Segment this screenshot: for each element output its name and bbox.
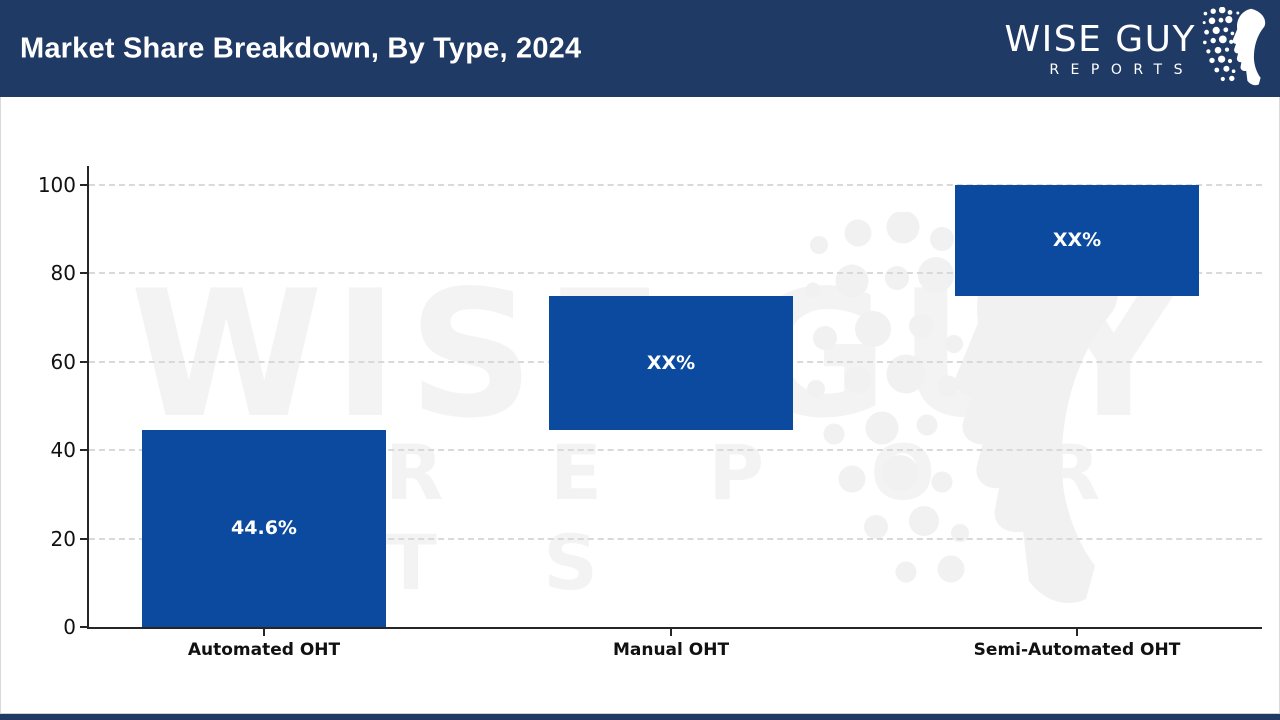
header-bar: Market Share Breakdown, By Type, 2024 WI… [0,0,1280,97]
brand-subtitle: REPORTS [1049,61,1194,78]
y-tick-label-40: 40 [50,438,76,463]
y-tick-label-20: 20 [50,526,76,551]
bar-3: XX% [955,185,1199,296]
x-tick-label-3: Semi-Automated OHT [973,640,1181,660]
x-tick-label-1: Automated OHT [187,640,341,660]
y-tick-40 [80,449,87,452]
y-tick-label-0: 0 [63,615,76,639]
brand-logo-text: WISE GUY REPORTS [1004,18,1197,78]
y-tick-label-60: 60 [50,349,76,374]
x-axis [87,627,1262,629]
x-tick-3 [1076,629,1078,636]
x-tick-1 [263,629,265,636]
bar-value-label: 44.6% [231,517,297,540]
bar-1: 44.6% [142,429,386,627]
x-tick-label-2: Manual OHT [612,640,730,660]
bar-2: XX% [549,295,793,430]
y-tick-label-100: 100 [37,173,76,197]
brand-logo: WISE GUY REPORTS [1005,7,1267,91]
gridline-80 [89,272,1262,275]
y-tick-80 [80,272,87,275]
y-tick-100 [80,184,87,186]
footer-bar [0,714,1280,720]
y-tick-0 [80,626,87,628]
bar-value-label: XX% [646,351,696,374]
bar-value-label: XX% [1052,229,1102,252]
y-axis [87,166,89,629]
y-tick-60 [80,360,87,363]
brand-face-dots-icon [1202,7,1266,86]
x-tick-2 [670,629,672,636]
gridline-20 [89,537,1262,540]
y-tick-20 [80,537,87,540]
gridline-40 [89,449,1262,452]
y-tick-label-80: 80 [50,261,76,286]
page-title: Market Share Breakdown, By Type, 2024 [20,32,582,64]
gridline-100 [89,184,1262,186]
brand-name: WISE GUY [1004,18,1196,60]
